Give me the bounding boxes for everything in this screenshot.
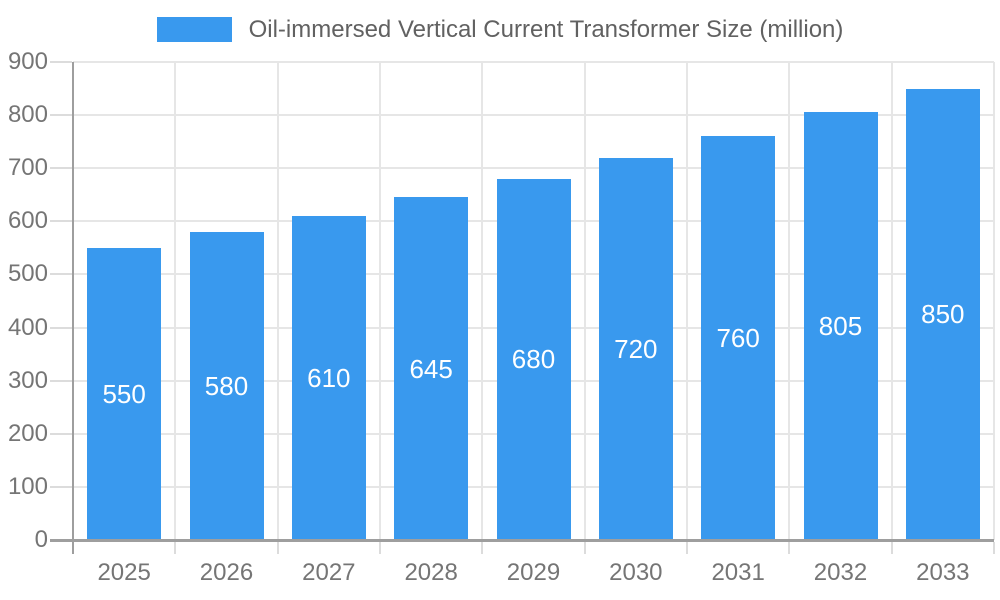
gridline-horizontal-800 [73, 114, 994, 117]
x-axis-tick-2 [276, 542, 279, 554]
gridline-vertical-3 [379, 62, 381, 540]
gridline-vertical-1 [174, 62, 177, 540]
y-axis-tick-400 [50, 326, 72, 329]
y-axis-tick-900 [50, 61, 72, 63]
x-axis-tick-6 [686, 542, 688, 554]
gridline-vertical-4 [481, 62, 484, 540]
x-axis-tick-9 [993, 542, 995, 554]
x-axis-label-2033: 2033 [916, 559, 970, 586]
bar-value-label-2026: 580 [204, 370, 249, 401]
legend[interactable]: Oil-immersed Vertical Current Transforme… [0, 17, 1000, 42]
y-axis-tick-300 [50, 379, 72, 382]
bar-2030[interactable]: 720 [598, 157, 673, 540]
gridline-vertical-8 [890, 62, 893, 540]
bar-2025[interactable]: 550 [87, 247, 162, 540]
bar-2031[interactable]: 760 [701, 136, 776, 540]
y-axis-tick-600 [50, 220, 72, 223]
bar-value-label-2031: 760 [716, 323, 760, 354]
x-axis-label-2025: 2025 [97, 559, 151, 586]
bar-value-label-2030: 720 [614, 333, 658, 364]
y-axis-label-100: 100 [7, 472, 48, 500]
y-axis-label-700: 700 [7, 154, 48, 182]
x-axis-tick-4 [481, 542, 484, 554]
x-axis-line [50, 539, 994, 542]
bar-value-label-2025: 550 [102, 378, 146, 409]
y-axis-label-900: 900 [7, 48, 48, 75]
gridline-horizontal-700 [73, 167, 994, 170]
bar-value-label-2029: 680 [511, 344, 556, 375]
x-axis-tick-1 [174, 542, 177, 554]
y-axis-label-500: 500 [7, 260, 48, 288]
plot-area: 0 100 200 300 400 500 600 700 800 900 550 2025 580 20… [8, 49, 995, 586]
bar-value-label-2032: 805 [818, 311, 863, 342]
bar-2028[interactable]: 645 [394, 197, 469, 540]
legend-label: Oil-immersed Vertical Current Transforme… [248, 16, 844, 43]
bar-2026[interactable]: 580 [189, 231, 264, 540]
y-axis-label-400: 400 [7, 313, 48, 341]
x-axis-tick-7 [788, 542, 791, 554]
y-axis-label-300: 300 [7, 366, 48, 394]
y-axis-label-600: 600 [7, 207, 48, 235]
bar-2033[interactable]: 850 [905, 88, 980, 540]
gridline-horizontal-900 [73, 61, 994, 63]
bar-2027[interactable]: 610 [291, 216, 366, 540]
bar-value-label-2028: 645 [409, 353, 453, 384]
x-axis-label-2031: 2031 [711, 559, 765, 586]
y-axis-tick-800 [50, 114, 72, 117]
x-axis-label-2028: 2028 [404, 559, 458, 586]
bar-value-label-2033: 850 [921, 299, 965, 330]
bar-value-label-2027: 610 [307, 363, 351, 393]
y-axis-tick-700 [50, 167, 72, 170]
bar-2029[interactable]: 680 [496, 178, 571, 540]
x-axis-label-2026: 2026 [199, 559, 254, 586]
y-axis-tick-100 [50, 485, 72, 488]
gridline-vertical-7 [788, 62, 791, 540]
y-axis-label-800: 800 [7, 101, 48, 129]
gridline-vertical-5 [583, 62, 586, 540]
y-axis-tick-500 [50, 273, 72, 276]
gridline-vertical-9 [993, 62, 995, 540]
legend-swatch [156, 17, 232, 42]
gridline-vertical-2 [276, 62, 279, 540]
bar-2032[interactable]: 805 [803, 112, 878, 540]
x-axis-tick-5 [583, 542, 586, 554]
y-axis-label-200: 200 [7, 419, 48, 447]
y-axis-tick-200 [50, 432, 72, 435]
y-axis-label-0: 0 [34, 526, 48, 553]
x-axis-label-2029: 2029 [506, 559, 561, 586]
y-axis-line [72, 62, 74, 554]
x-axis-tick-8 [890, 542, 893, 554]
x-axis-label-2027: 2027 [302, 559, 356, 586]
gridline-vertical-6 [686, 62, 688, 540]
x-axis-tick-3 [379, 542, 381, 554]
x-axis-label-2032: 2032 [813, 559, 868, 586]
x-axis-label-2030: 2030 [609, 559, 663, 586]
